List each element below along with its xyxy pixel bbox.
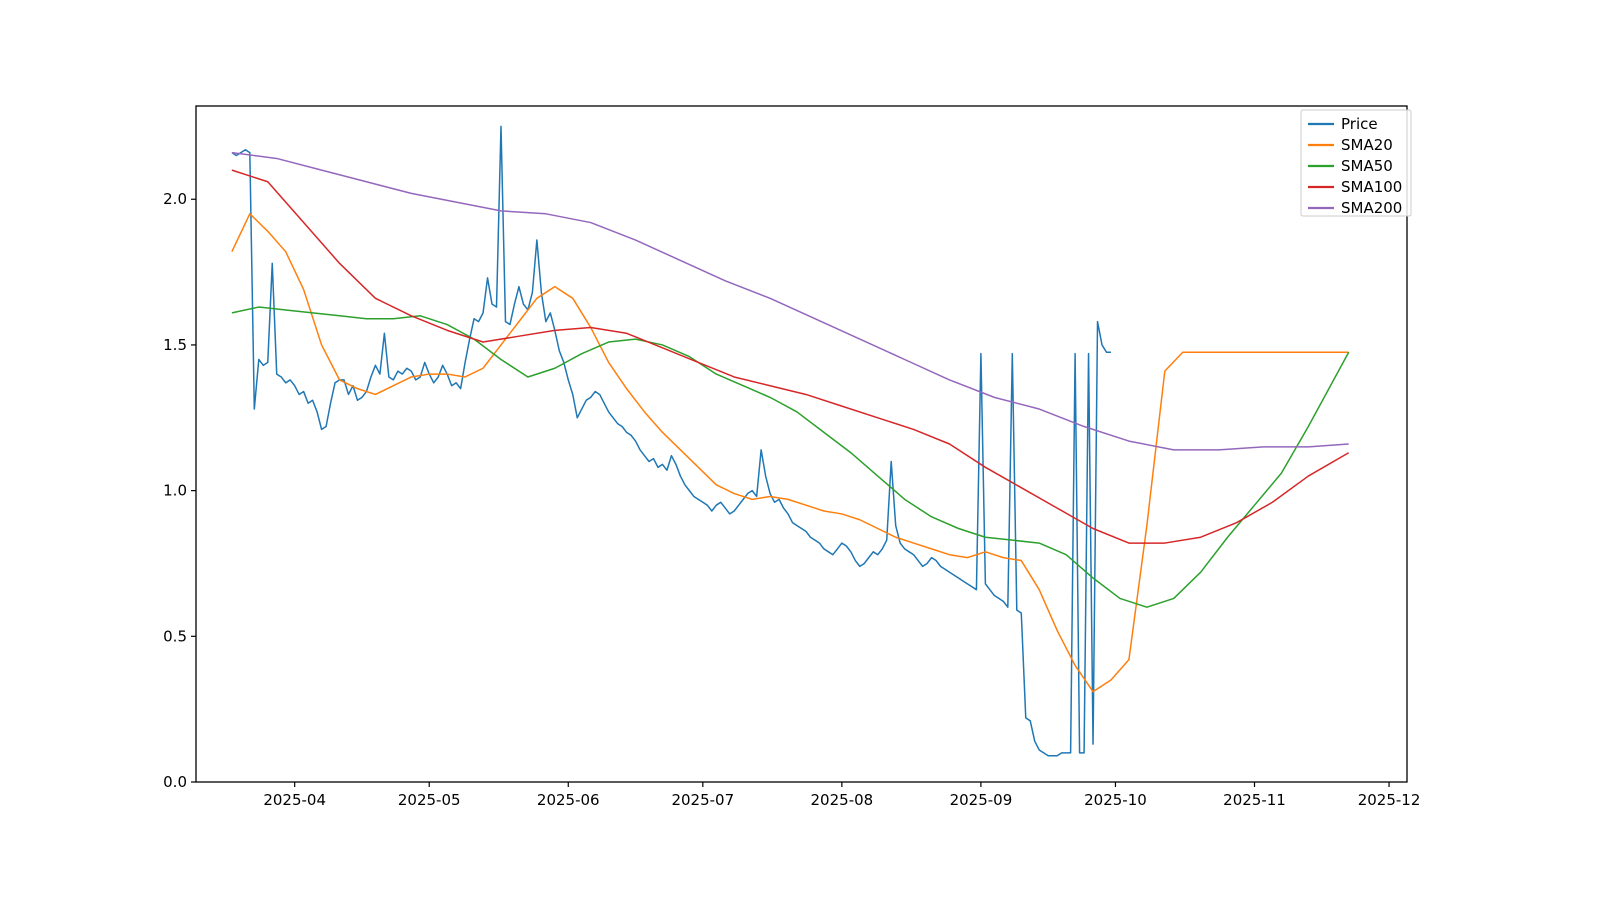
y-tick-label: 2.0 — [163, 190, 187, 208]
axes-frame — [195, 105, 1408, 783]
legend-item-sma20[interactable]: SMA20 — [1308, 136, 1393, 154]
legend-item-sma100[interactable]: SMA100 — [1308, 178, 1402, 196]
y-tick-label: 0.5 — [163, 627, 187, 645]
y-tick-label: 1.5 — [163, 336, 187, 354]
legend-label-sma20: SMA20 — [1341, 136, 1393, 154]
legend-frame — [1300, 109, 1412, 217]
series-line-price — [231, 125, 1111, 757]
legend-item-sma50[interactable]: SMA50 — [1308, 157, 1393, 175]
x-tick-label: 2025-05 — [398, 791, 461, 809]
x-tick-label: 2025-12 — [1358, 791, 1421, 809]
legend-item-sma200[interactable]: SMA200 — [1308, 199, 1402, 217]
x-tick-label: 2025-11 — [1223, 791, 1286, 809]
legend-item-price[interactable]: Price — [1308, 115, 1378, 133]
series-line-sma50 — [231, 306, 1350, 608]
legend-label-price: Price — [1341, 115, 1378, 133]
x-axis: 2025-04 2025-05 2025-06 2025-07 2025-08 2025-… — [263, 782, 1420, 809]
y-tick-label: 0.0 — [163, 773, 187, 791]
x-tick-label: 2025-09 — [950, 791, 1013, 809]
legend-label-sma50: SMA50 — [1341, 157, 1393, 175]
y-axis: 0.0 0.5 1.0 1.5 2.0 — [163, 190, 196, 791]
y-tick-label: 1.0 — [163, 482, 187, 500]
legend-label-sma100: SMA100 — [1341, 178, 1402, 196]
series-line-sma20 — [231, 213, 1349, 693]
plot-area — [195, 105, 1408, 783]
x-tick-label: 2025-10 — [1084, 791, 1147, 809]
series-layer — [231, 125, 1350, 757]
x-tick-label: 2025-07 — [671, 791, 734, 809]
legend-label-sma200: SMA200 — [1341, 199, 1402, 217]
x-tick-label: 2025-06 — [537, 791, 600, 809]
series-line-sma100 — [231, 169, 1350, 544]
chart-legend[interactable]: Price SMA20 SMA50 SMA100 SMA200 — [1300, 109, 1412, 217]
x-tick-label: 2025-08 — [811, 791, 874, 809]
x-tick-label: 2025-04 — [263, 791, 326, 809]
series-line-sma200 — [231, 151, 1349, 451]
